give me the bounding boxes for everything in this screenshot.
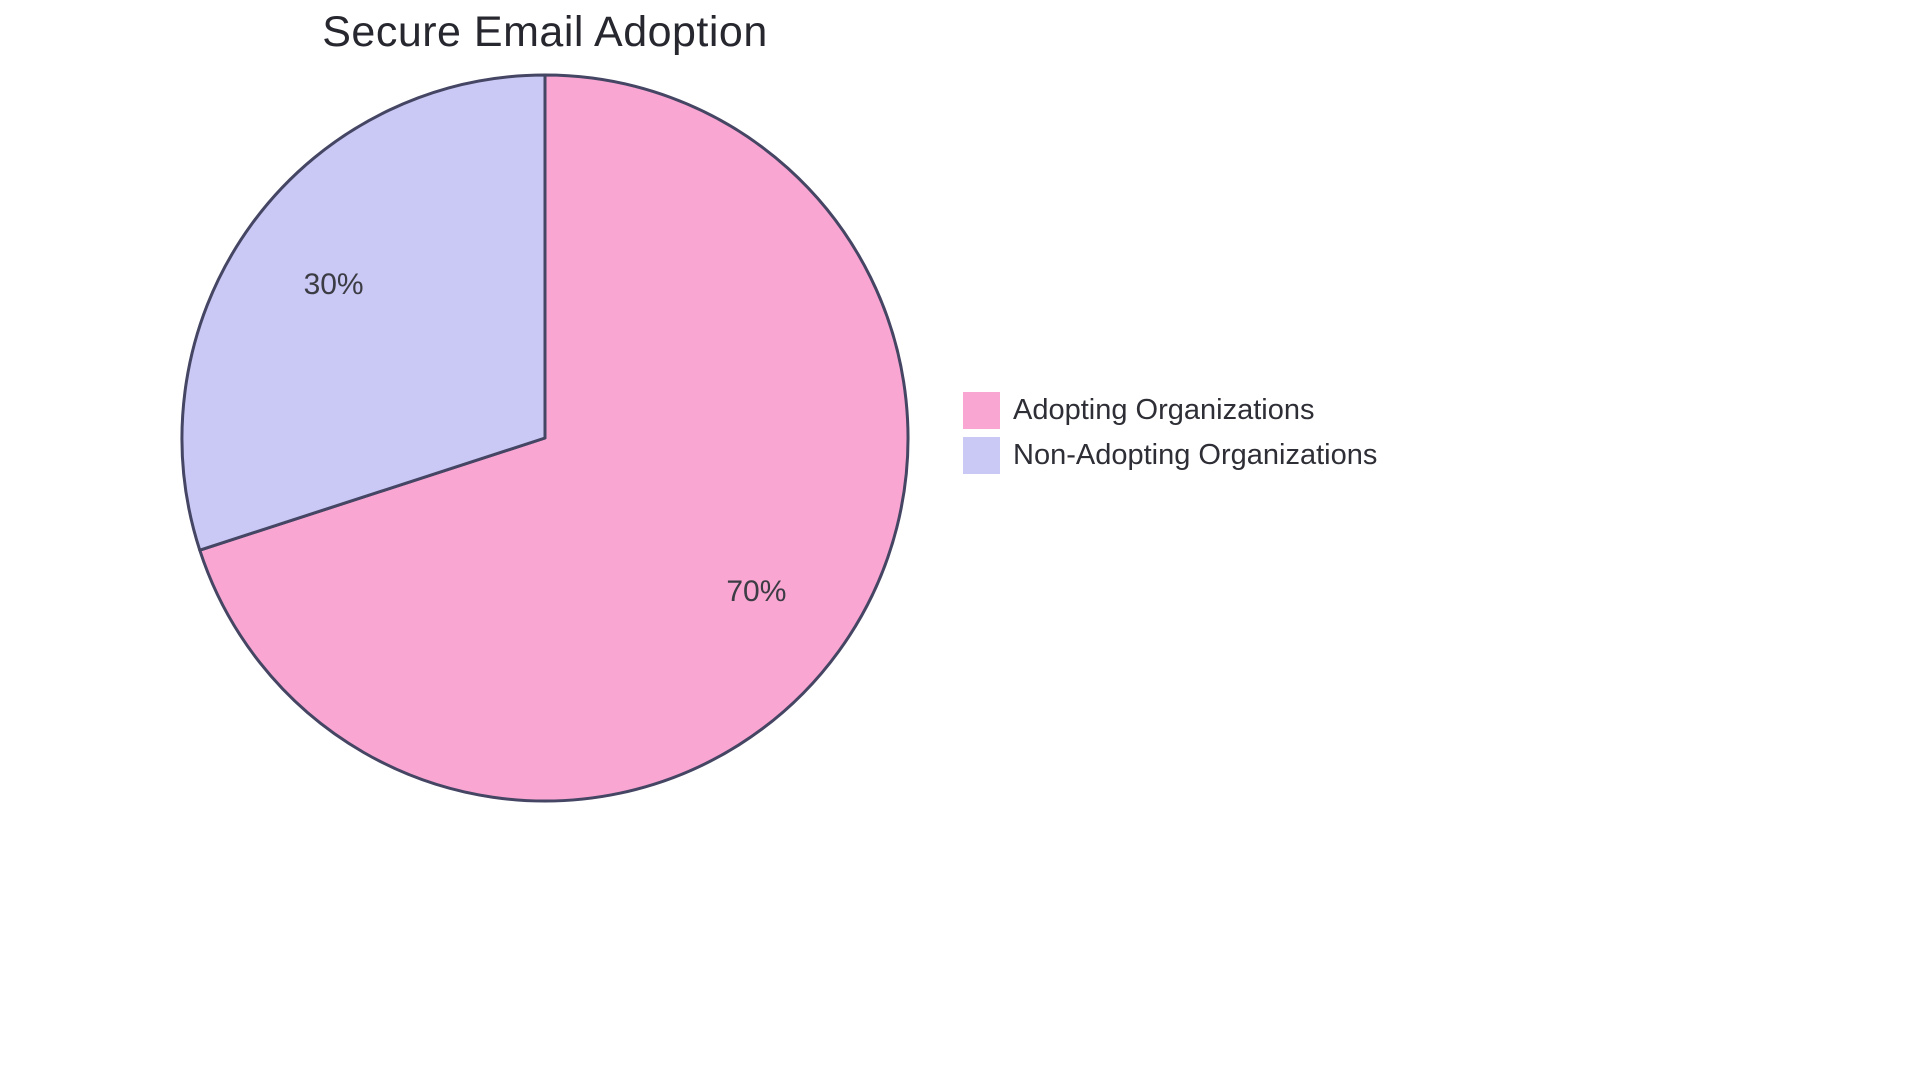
legend-item-adopting: Adopting Organizations — [963, 392, 1377, 429]
legend-item-non-adopting: Non-Adopting Organizations — [963, 437, 1377, 474]
pie-slice-adopting-organizations — [198, 73, 910, 803]
chart-title: Secure Email Adoption — [322, 8, 768, 56]
legend: Adopting Organizations Non-Adopting Orga… — [963, 392, 1377, 474]
pie-slice-non-adopting-organizations — [180, 73, 547, 552]
pie-slice-percentage-label: 30% — [304, 268, 364, 301]
legend-swatch-adopting — [963, 392, 1000, 429]
pie-slice-percentage-label: 70% — [726, 575, 786, 608]
legend-swatch-non-adopting — [963, 437, 1000, 474]
legend-label-non-adopting: Non-Adopting Organizations — [1013, 439, 1378, 471]
legend-label-adopting: Adopting Organizations — [1013, 394, 1315, 426]
